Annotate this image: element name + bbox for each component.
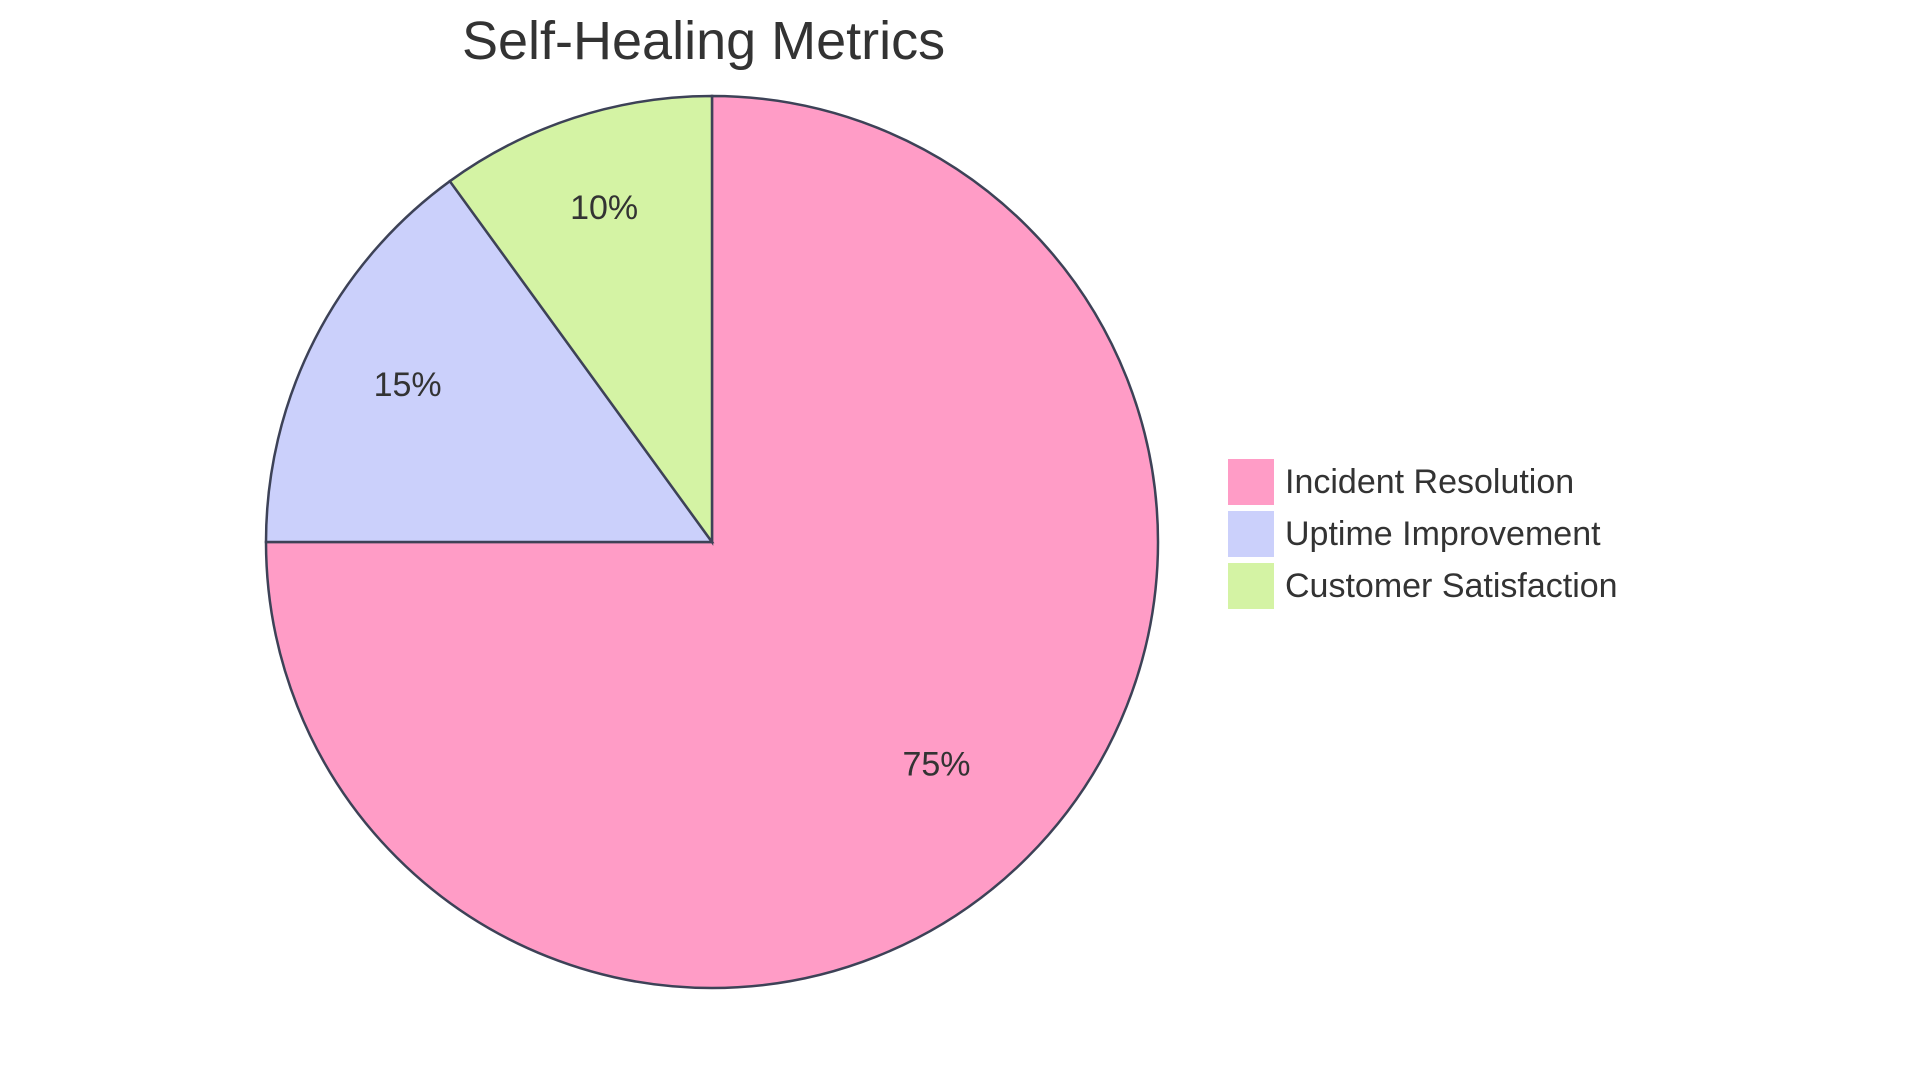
svg-text:10%: 10% xyxy=(570,189,638,227)
svg-text:75%: 75% xyxy=(902,745,970,783)
svg-text:15%: 15% xyxy=(374,366,442,404)
